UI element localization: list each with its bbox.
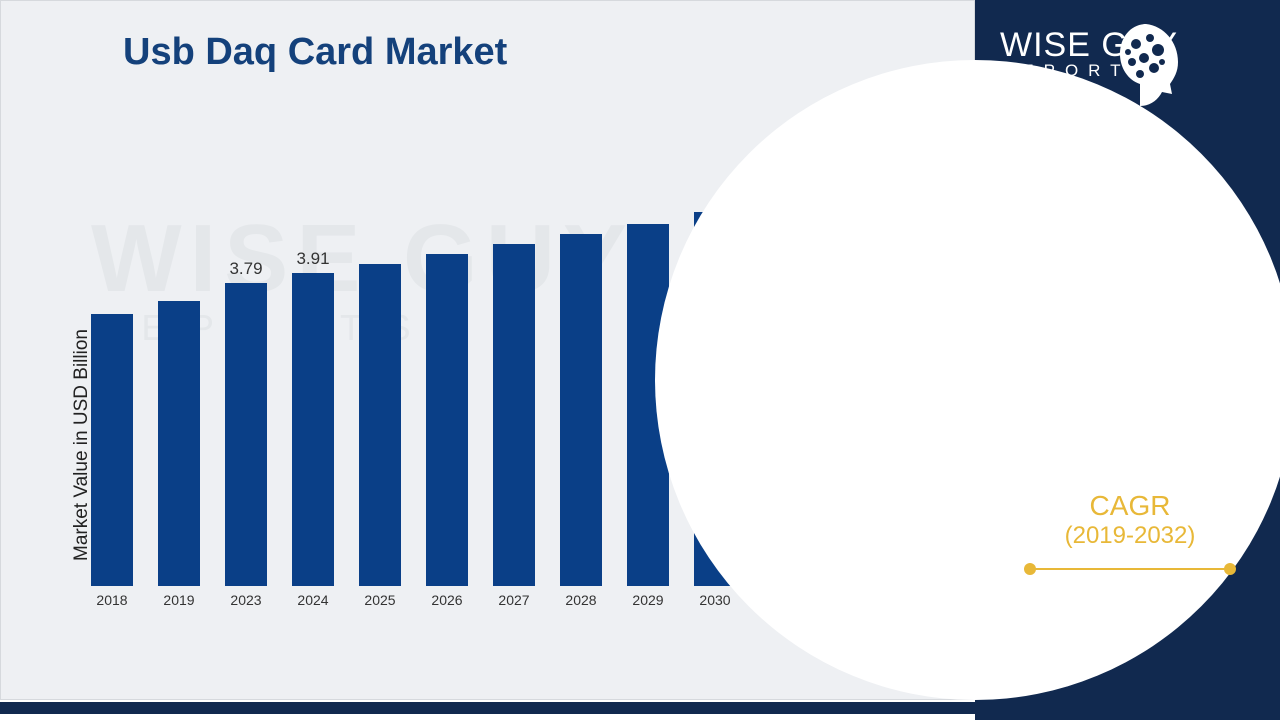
x-tick-label: 2027 — [484, 592, 544, 608]
bar — [292, 273, 334, 586]
x-tick-label: 2029 — [618, 592, 678, 608]
x-tick-label: 2018 — [82, 592, 142, 608]
bar — [91, 314, 133, 586]
bar — [225, 283, 267, 586]
bar — [426, 254, 468, 586]
x-tick-label: 2028 — [551, 592, 611, 608]
x-tick-label: 2025 — [350, 592, 410, 608]
brand-logo: WISE GUY REPORTS — [1000, 26, 1178, 81]
bottom-strip — [0, 702, 975, 714]
cagr-value: 3.0% — [1000, 584, 1260, 618]
cagr-divider — [1030, 568, 1230, 570]
report-frame: WISE GUY REPORTS Usb Daq Card Market Mar… — [0, 0, 1280, 720]
chart-title: Usb Daq Card Market — [123, 31, 507, 74]
bar — [560, 234, 602, 586]
x-tick-label: 2024 — [283, 592, 343, 608]
bar-value-label: 3.91 — [283, 249, 343, 269]
cagr-title: CAGR — [1000, 490, 1260, 522]
y-axis-label: Market Value in USD Billion — [71, 329, 93, 561]
brand-head-icon — [1106, 20, 1184, 110]
x-tick-label: 2019 — [149, 592, 209, 608]
cagr-block: CAGR (2019-2032) 3.0% — [1000, 490, 1260, 618]
x-tick-label: 2030 — [685, 592, 745, 608]
bar — [158, 301, 200, 586]
bar — [493, 244, 535, 586]
bar — [359, 264, 401, 586]
x-tick-label: 2023 — [216, 592, 276, 608]
x-tick-label: 2026 — [417, 592, 477, 608]
bar-value-label: 3.79 — [216, 259, 276, 279]
cagr-range: (2019-2032) — [1000, 522, 1260, 550]
